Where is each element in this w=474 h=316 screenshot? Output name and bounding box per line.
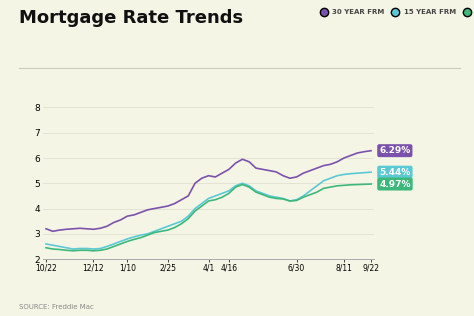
Text: SOURCE: Freddie Mac: SOURCE: Freddie Mac: [19, 304, 94, 310]
Text: Mortgage Rate Trends: Mortgage Rate Trends: [19, 9, 243, 27]
Text: 4.97%: 4.97%: [379, 179, 410, 189]
Legend: 30 YEAR FRM, 15 YEAR FRM, 5/1 ARM: 30 YEAR FRM, 15 YEAR FRM, 5/1 ARM: [314, 6, 474, 18]
Text: 6.29%: 6.29%: [379, 146, 410, 155]
Text: 5.44%: 5.44%: [379, 168, 410, 177]
